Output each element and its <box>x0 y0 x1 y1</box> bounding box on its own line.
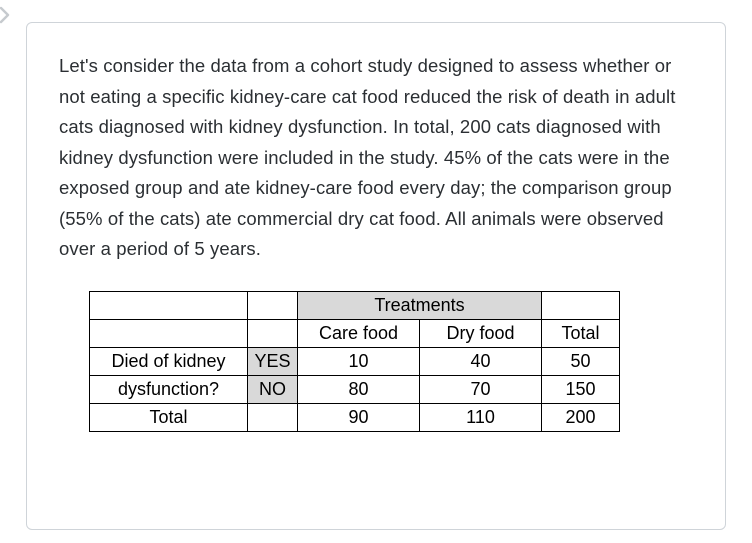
cell-no-total: 150 <box>542 375 620 403</box>
table-header-row-2: Care food Dry food Total <box>90 319 620 347</box>
blank-cell <box>90 291 248 319</box>
question-card: Let's consider the data from a cohort st… <box>26 22 726 530</box>
col-care-food: Care food <box>298 319 420 347</box>
chevron-right-icon <box>0 6 12 27</box>
outcome-label-line1: Died of kidney <box>90 347 248 375</box>
blank-cell <box>248 291 298 319</box>
blank-cell <box>248 319 298 347</box>
table-row: dysfunction? NO 80 70 150 <box>90 375 620 403</box>
blank-cell <box>542 291 620 319</box>
row-total-label: Total <box>90 403 248 431</box>
cell-yes-total: 50 <box>542 347 620 375</box>
cell-total-care: 90 <box>298 403 420 431</box>
table-header-row-1: Treatments <box>90 291 620 319</box>
contingency-table: Treatments Care food Dry food Total Died… <box>89 291 620 432</box>
cell-no-care: 80 <box>298 375 420 403</box>
outcome-label-line2: dysfunction? <box>90 375 248 403</box>
cell-grand-total: 200 <box>542 403 620 431</box>
contingency-table-wrap: Treatments Care food Dry food Total Died… <box>89 291 693 432</box>
cell-yes-dry: 40 <box>420 347 542 375</box>
cell-no-dry: 70 <box>420 375 542 403</box>
table-row: Died of kidney YES 10 40 50 <box>90 347 620 375</box>
col-dry-food: Dry food <box>420 319 542 347</box>
no-label: NO <box>248 375 298 403</box>
cell-yes-care: 10 <box>298 347 420 375</box>
blank-cell <box>90 319 248 347</box>
page: Let's consider the data from a cohort st… <box>0 0 752 543</box>
col-total: Total <box>542 319 620 347</box>
yes-label: YES <box>248 347 298 375</box>
treatments-header: Treatments <box>298 291 542 319</box>
passage-text: Let's consider the data from a cohort st… <box>59 51 693 265</box>
table-total-row: Total 90 110 200 <box>90 403 620 431</box>
cell-total-dry: 110 <box>420 403 542 431</box>
blank-cell <box>248 403 298 431</box>
